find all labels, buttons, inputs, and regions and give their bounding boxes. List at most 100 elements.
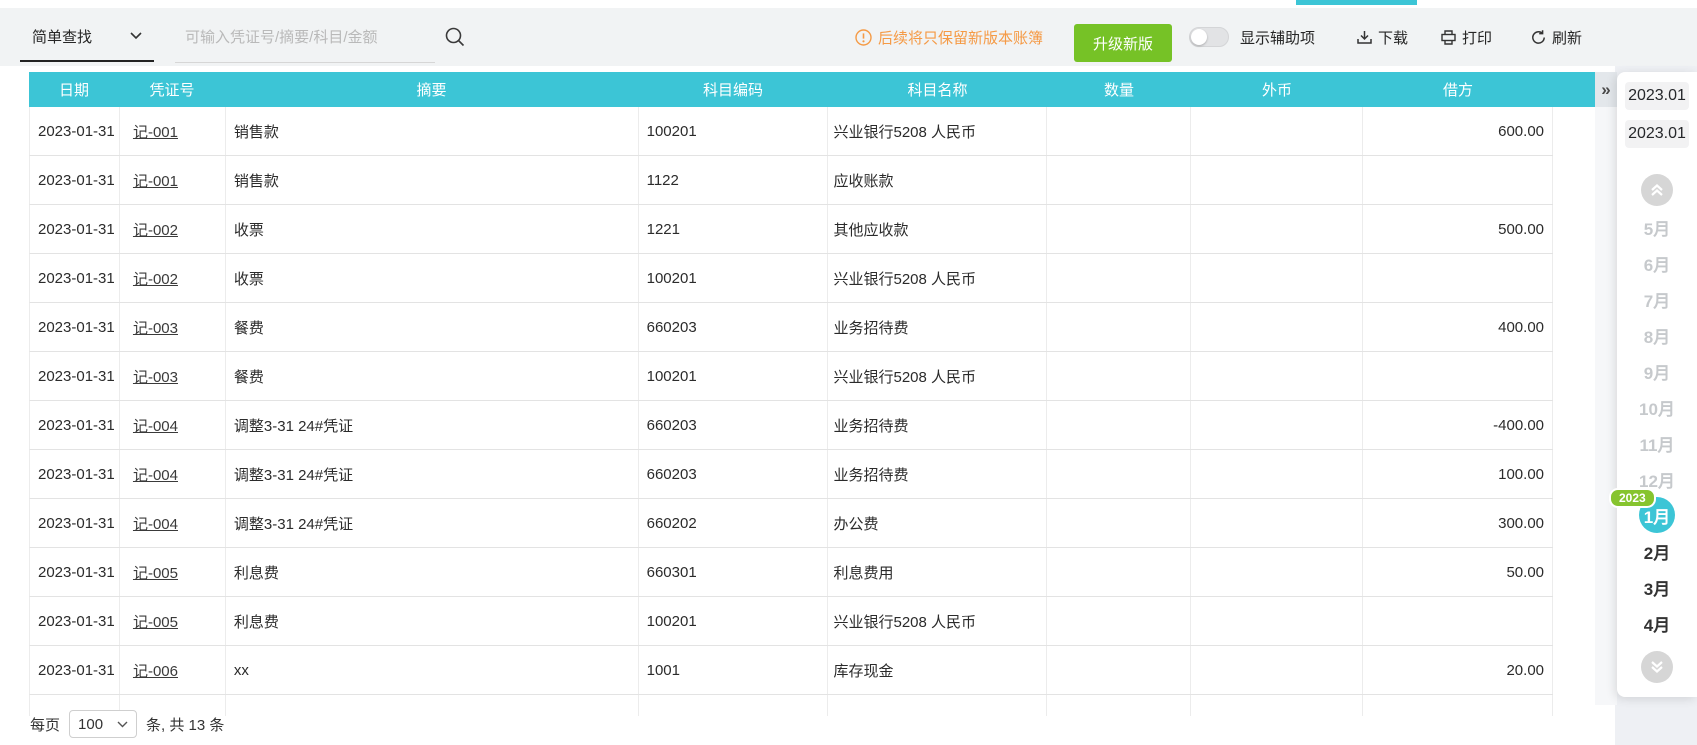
download-button[interactable]: 下载 [1356, 8, 1408, 66]
cell-date: 2023-01-31 [30, 352, 120, 400]
year-badge: 2023 [1609, 488, 1656, 508]
refresh-button[interactable]: 刷新 [1530, 8, 1582, 66]
cell-summary: 餐费 [226, 352, 639, 400]
cell-debit [1363, 695, 1553, 716]
toolbar: 简单查找 后续将只保留新版本账簿 升级新版 显示辅助项 下载 打印 刷新 [0, 8, 1697, 67]
expand-columns-button[interactable]: » [1595, 72, 1617, 107]
search-box[interactable] [175, 12, 435, 63]
column-header[interactable]: 科目名称 [907, 82, 968, 99]
cell-qty [1047, 695, 1192, 716]
scroll-down-button[interactable] [1641, 651, 1673, 683]
cell-currency [1191, 205, 1364, 253]
double-chevron-up-icon [1648, 182, 1666, 198]
cell-currency [1191, 646, 1364, 694]
column-header[interactable]: 科目编码 [702, 82, 763, 99]
cell-voucher: 记-006 [120, 646, 226, 694]
cell-date: 2023-01-31 [30, 156, 120, 204]
column-header[interactable]: 日期 [58, 82, 89, 99]
voucher-link[interactable]: 记-005 [132, 613, 178, 631]
column-header[interactable]: 借方 [1442, 82, 1473, 99]
cell-summary: 利息费 [226, 548, 639, 596]
cell-account: 其他应收款 [828, 205, 1048, 253]
per-page-value: 100 [78, 715, 104, 733]
cell-voucher: 记-004 [120, 499, 226, 547]
table-row: 2023-01-31 记-004 调整3-31 24#凭证 660203 业务招待费 10… [29, 450, 1554, 499]
search-mode-dropdown[interactable]: 简单查找 [20, 12, 154, 62]
cell-account: 兴业银行5208 人民币 [828, 107, 1048, 155]
column-header[interactable]: 凭证号 [149, 82, 195, 99]
cell-debit [1363, 156, 1554, 204]
cell-currency [1191, 499, 1364, 547]
month-item: 8月 [1643, 327, 1671, 347]
voucher-link[interactable]: 记-001 [132, 123, 178, 141]
cell-debit [1363, 597, 1554, 645]
column-header[interactable]: 摘要 [416, 82, 447, 99]
table-row: 2023-01-31 记-002 收票 1221 其他应收款 500.00 [29, 205, 1554, 254]
voucher-link[interactable]: 记-003 [132, 368, 178, 386]
show-aux-control: 显示辅助项 [1189, 8, 1315, 66]
cell-qty [1047, 205, 1192, 253]
month-item: 10月 [1639, 399, 1675, 419]
cell-code: 1122 [639, 156, 829, 204]
voucher-link[interactable]: 记-002 [132, 270, 178, 288]
cell-code: 1001 [639, 646, 829, 694]
cell-summary: 销售款 [226, 107, 639, 155]
cell-debit: 600.00 [1363, 107, 1554, 155]
cell-summary: 利息费 [226, 597, 639, 645]
print-button[interactable]: 打印 [1440, 8, 1492, 66]
voucher-link[interactable]: 记-004 [132, 417, 178, 435]
month-item[interactable]: 2月 [1643, 543, 1671, 563]
cell-voucher: 记-002 [120, 205, 226, 253]
cell-currency [1191, 107, 1364, 155]
column-header[interactable]: 数量 [1103, 82, 1134, 99]
search-icon[interactable] [444, 8, 466, 66]
table-scrollbar[interactable] [1595, 107, 1617, 705]
cell-voucher: 记-002 [120, 254, 226, 302]
search-mode-label: 简单查找 [32, 28, 93, 46]
period-selected[interactable]: 2023.01 [1625, 120, 1689, 148]
voucher-link[interactable]: 记-006 [132, 662, 178, 680]
table-row: 2023-01-31 记-001 销售款 1122 应收账款 [29, 156, 1554, 205]
column-header[interactable]: 外币 [1261, 82, 1292, 99]
search-input[interactable] [175, 27, 427, 47]
cell-qty [1047, 646, 1192, 694]
voucher-link[interactable]: 记-001 [132, 172, 178, 190]
per-page-label: 每页 [30, 716, 61, 734]
scroll-up-button[interactable] [1641, 174, 1673, 206]
month-item[interactable]: 3月 [1643, 579, 1671, 599]
cell-currency [1191, 254, 1364, 302]
cell-debit [1363, 352, 1554, 400]
show-aux-toggle[interactable] [1189, 27, 1229, 47]
cell-date: 2023-01-31 [30, 450, 120, 498]
voucher-link[interactable]: 记-004 [132, 515, 178, 533]
period-display[interactable]: 2023.01 [1625, 82, 1689, 110]
table-row: 2023-01-31 记-004 调整3-31 24#凭证 660202 办公费 300.… [29, 499, 1554, 548]
cell-currency [1191, 352, 1364, 400]
cell-code: 100201 [639, 107, 829, 155]
cell-voucher: 记-003 [120, 303, 226, 351]
cell-debit: -400.00 [1363, 401, 1554, 449]
cell-debit: 20.00 [1363, 646, 1554, 694]
cell-voucher: 记-005 [120, 548, 226, 596]
voucher-link[interactable]: 记-003 [132, 319, 178, 337]
cell-date [30, 695, 120, 716]
double-chevron-right-icon: » [1601, 79, 1611, 99]
cell-code: 660203 [639, 303, 829, 351]
warning-text: 后续将只保留新版本账簿 [878, 29, 1044, 47]
show-aux-label: 显示辅助项 [1240, 29, 1316, 47]
month-item[interactable]: 4月 [1643, 615, 1671, 635]
cell-summary [226, 695, 639, 716]
voucher-link[interactable]: 记-004 [132, 466, 178, 484]
table-row: 2023-01-31 记-004 调整3-31 24#凭证 660203 业务招待费 -4… [29, 401, 1554, 450]
voucher-link[interactable]: 记-005 [132, 564, 178, 582]
cell-date: 2023-01-31 [30, 107, 120, 155]
pagination-bar: 每页 100 条, 共 13 条 [30, 710, 224, 738]
per-page-select[interactable]: 100 [69, 710, 138, 738]
upgrade-button[interactable]: 升级新版 [1074, 24, 1172, 62]
voucher-link[interactable]: 记-002 [132, 221, 178, 239]
cell-currency [1191, 156, 1364, 204]
month-item: 6月 [1643, 255, 1671, 275]
print-label: 打印 [1462, 29, 1493, 47]
refresh-label: 刷新 [1552, 29, 1583, 47]
cell-account: 库存现金 [828, 646, 1048, 694]
